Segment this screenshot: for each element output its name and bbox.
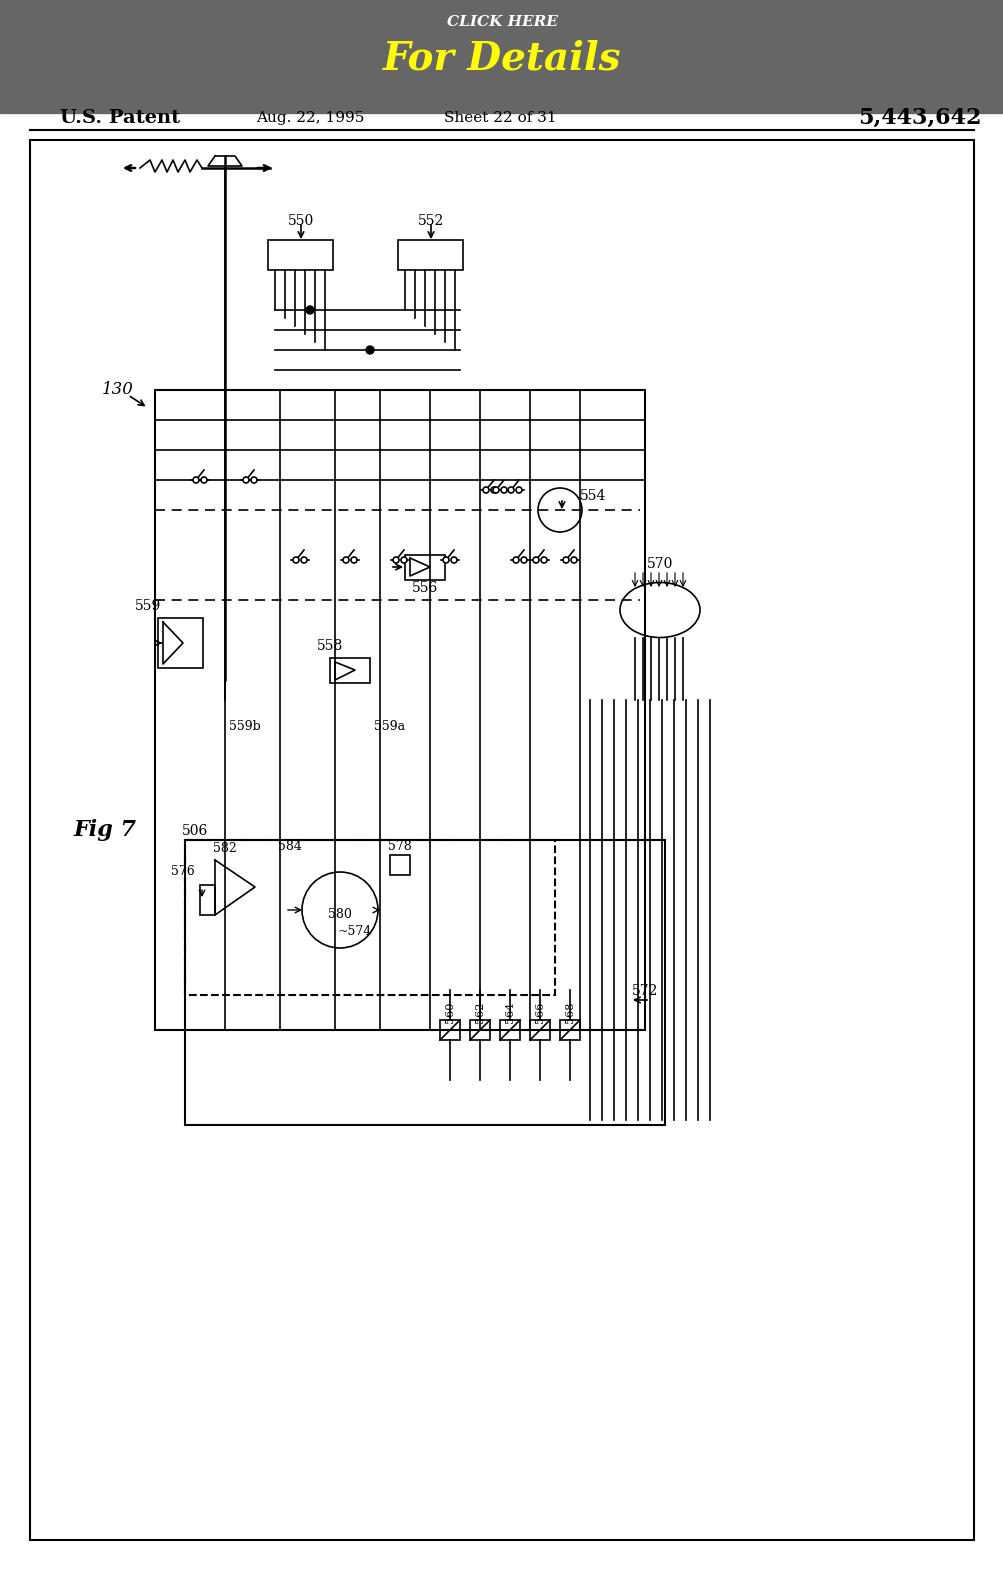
Text: For Details: For Details xyxy=(382,39,621,77)
Text: 552: 552 xyxy=(417,214,443,228)
Circle shape xyxy=(563,556,569,563)
Text: 562: 562 xyxy=(474,1001,484,1023)
Bar xyxy=(330,659,370,682)
Text: 564: 564 xyxy=(505,1001,515,1023)
Text: 566: 566 xyxy=(535,1001,545,1023)
Circle shape xyxy=(343,556,349,563)
Bar xyxy=(185,839,555,995)
Text: 582: 582 xyxy=(213,843,237,855)
Circle shape xyxy=(243,476,249,483)
Bar xyxy=(530,1020,550,1041)
Text: 506: 506 xyxy=(182,824,208,838)
Bar xyxy=(185,839,664,1126)
Circle shape xyxy=(521,556,527,563)
Text: 554: 554 xyxy=(580,489,606,503)
Text: 570: 570 xyxy=(646,556,673,571)
Circle shape xyxy=(500,487,507,494)
Bar xyxy=(560,1020,580,1041)
Circle shape xyxy=(400,556,406,563)
Text: 578: 578 xyxy=(388,839,411,854)
Text: CLICK HERE: CLICK HERE xyxy=(446,16,557,28)
Bar xyxy=(499,1020,520,1041)
Text: Aug. 22, 1995: Aug. 22, 1995 xyxy=(256,112,364,126)
Circle shape xyxy=(366,346,374,354)
Circle shape xyxy=(492,487,498,494)
Text: 576: 576 xyxy=(172,865,195,879)
Bar xyxy=(0,0,1003,113)
Bar xyxy=(154,390,644,1030)
Circle shape xyxy=(201,476,207,483)
Text: 572: 572 xyxy=(631,984,658,998)
Circle shape xyxy=(351,556,357,563)
Bar xyxy=(200,885,215,915)
Text: Fig 7: Fig 7 xyxy=(73,819,136,841)
Text: 130: 130 xyxy=(102,382,133,398)
Circle shape xyxy=(508,487,514,494)
Bar xyxy=(397,241,462,270)
Text: 559a: 559a xyxy=(374,720,405,733)
Bar xyxy=(404,555,444,580)
Text: 559b: 559b xyxy=(229,720,261,733)
Circle shape xyxy=(251,476,257,483)
Text: U.S. Patent: U.S. Patent xyxy=(60,108,180,127)
Text: 558: 558 xyxy=(317,638,343,652)
Text: 556: 556 xyxy=(411,582,437,594)
Text: 560: 560 xyxy=(444,1001,454,1023)
Circle shape xyxy=(301,556,307,563)
Circle shape xyxy=(482,487,488,494)
Text: 5,443,642: 5,443,642 xyxy=(858,107,981,129)
Circle shape xyxy=(293,556,299,563)
Text: 568: 568 xyxy=(565,1001,575,1023)
Text: ~574: ~574 xyxy=(338,924,372,938)
Circle shape xyxy=(516,487,522,494)
Text: 580: 580 xyxy=(328,909,352,921)
Circle shape xyxy=(450,556,456,563)
Bar xyxy=(268,241,333,270)
Text: 550: 550 xyxy=(288,214,314,228)
Bar xyxy=(439,1020,459,1041)
Bar xyxy=(157,618,203,668)
Circle shape xyxy=(541,556,547,563)
Circle shape xyxy=(490,487,496,494)
Circle shape xyxy=(513,556,519,563)
Circle shape xyxy=(193,476,199,483)
Circle shape xyxy=(442,556,448,563)
Circle shape xyxy=(533,556,539,563)
Circle shape xyxy=(392,556,398,563)
Bar xyxy=(469,1020,489,1041)
Bar xyxy=(389,855,409,876)
Bar xyxy=(30,140,973,1541)
Text: Sheet 22 of 31: Sheet 22 of 31 xyxy=(443,112,556,126)
Circle shape xyxy=(306,307,314,314)
Text: 584: 584 xyxy=(278,839,302,854)
Circle shape xyxy=(571,556,577,563)
Text: 559: 559 xyxy=(134,599,160,613)
